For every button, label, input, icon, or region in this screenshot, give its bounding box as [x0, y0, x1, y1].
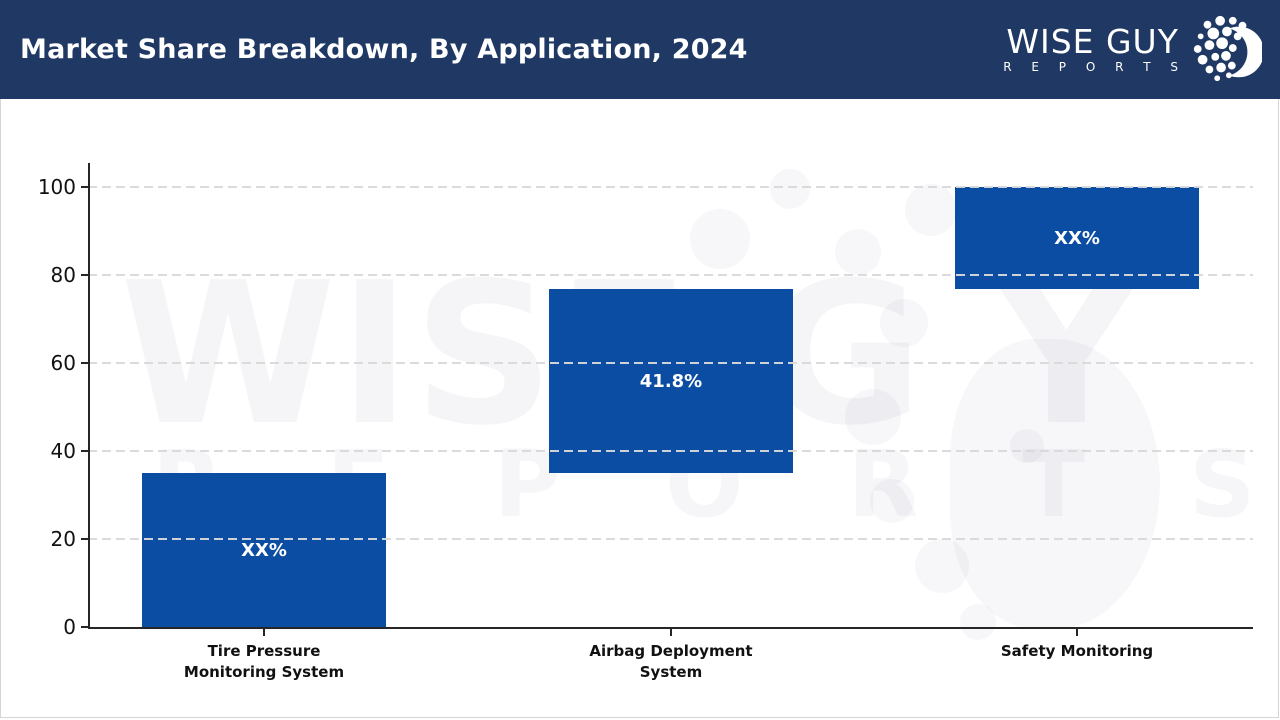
header-bar: Market Share Breakdown, By Application, …: [0, 0, 1280, 99]
plot: 0 20 40 60 80 100 XX% 41.8% XX% Tire Pressure Mon…: [0, 99, 1280, 720]
brand-logo: WISE GUY R E P O R T S: [999, 13, 1262, 87]
category-label-2: Safety Monitoring: [1000, 642, 1154, 660]
y-tick-100: [81, 186, 88, 188]
logo-wordmark: WISE GUY R E P O R T S: [999, 21, 1186, 75]
x-tick-0: [263, 629, 265, 636]
bar-2: [955, 187, 1199, 290]
x-tick-2: [1076, 629, 1078, 636]
bar-value-label-2: XX%: [1054, 227, 1100, 249]
y-tick-20: [81, 538, 88, 540]
category-label-0: Tire Pressure Monitoring System: [183, 642, 345, 681]
y-tick-0: [81, 626, 88, 628]
y-tick-40: [81, 450, 88, 452]
bar-value-label-1: 41.8%: [639, 370, 703, 392]
logo-face-icon: [1193, 15, 1262, 81]
bar-value-label-0: XX%: [241, 539, 287, 561]
y-tick-label-60: 60: [50, 351, 76, 375]
chart-area: WISE G Y R E P O R T S 020406080100XX%41…: [0, 99, 1280, 720]
gridline-40: [88, 450, 1253, 452]
gridline-100: [88, 186, 1253, 188]
page-title: Market Share Breakdown, By Application, …: [20, 34, 748, 65]
x-axis: [88, 627, 1253, 629]
bar-0: [142, 473, 386, 627]
y-tick-label-80: 80: [50, 263, 76, 287]
y-tick-label-20: 20: [50, 527, 76, 551]
category-label-1: Airbag Deployment System: [589, 642, 753, 681]
logo-brand-subtitle: R E P O R T S: [1003, 60, 1186, 75]
y-tick-80: [81, 274, 88, 276]
y-axis: [88, 163, 90, 629]
gridline-20: [88, 538, 1253, 540]
logo-brand-name: WISE GUY: [1006, 21, 1179, 61]
gridline-80: [88, 274, 1253, 276]
bar-1: [549, 289, 793, 473]
y-tick-label-100: 100: [37, 175, 76, 199]
gridline-60: [88, 362, 1253, 364]
y-tick-60: [81, 362, 88, 364]
y-tick-label-40: 40: [50, 439, 76, 463]
y-tick-label-0: 0: [63, 615, 76, 639]
x-tick-1: [670, 629, 672, 636]
